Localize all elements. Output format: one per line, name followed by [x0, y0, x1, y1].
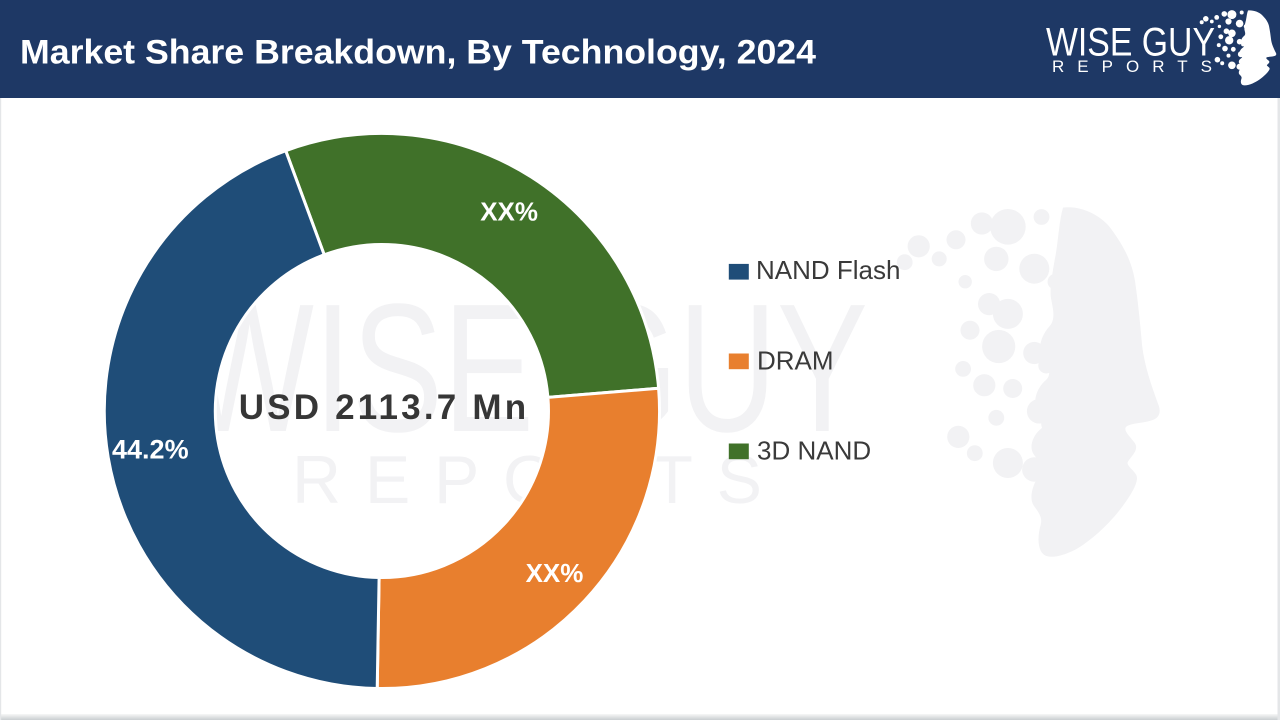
svg-text:XX%: XX%	[480, 196, 538, 226]
svg-text:Market Share Breakdown, By Tec: Market Share Breakdown, By Technology, 2…	[20, 33, 816, 71]
svg-text:DRAM: DRAM	[757, 345, 834, 375]
svg-text:NAND Flash: NAND Flash	[756, 255, 900, 285]
svg-text:3D NAND: 3D NAND	[757, 435, 871, 465]
svg-text:USD 2113.7 Mn: USD 2113.7 Mn	[239, 388, 530, 427]
svg-text:44.2%: 44.2%	[112, 435, 189, 465]
svg-text:XX%: XX%	[526, 558, 584, 588]
